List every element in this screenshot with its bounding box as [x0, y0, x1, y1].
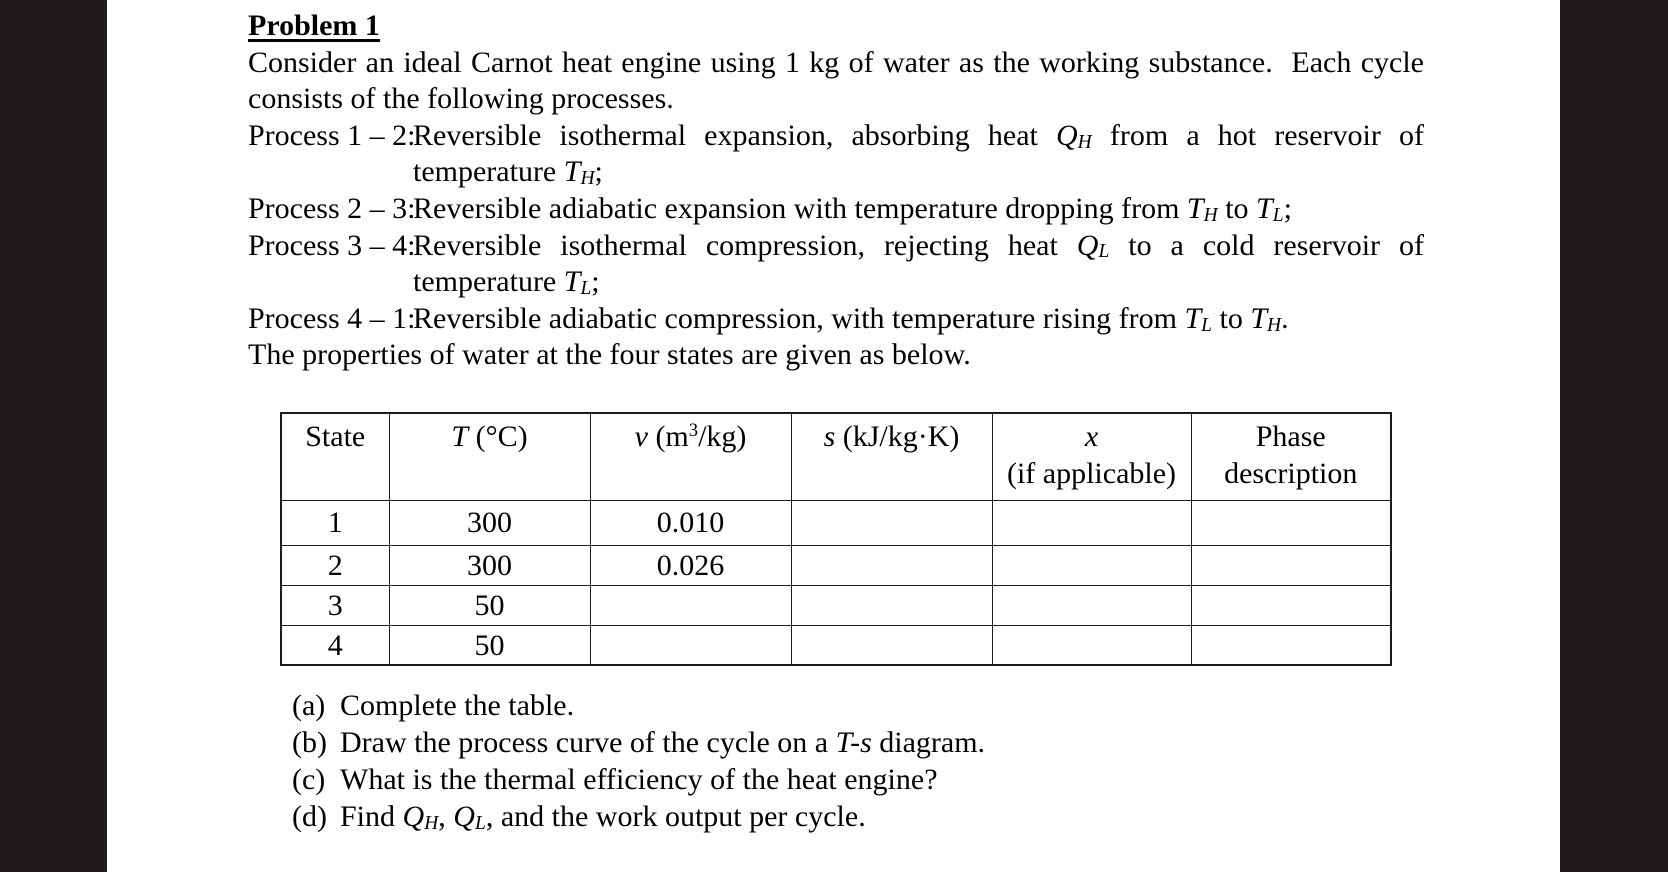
intro-line: consists of the following processes. [248, 82, 674, 116]
table-cell [1190, 584, 1392, 626]
header-entropy: s (kJ/kg·K) [790, 412, 993, 501]
table-row-state-3: 3 50 [280, 584, 1392, 626]
table-cell: 1 [280, 499, 390, 546]
question-item-a: (a) Complete the table. [248, 687, 1424, 724]
problem-title: Problem 1 [248, 9, 380, 42]
process-line: temperature TL; [413, 265, 600, 300]
header-phase: Phase description [1190, 412, 1392, 501]
table-cell [1190, 624, 1392, 666]
process-line: temperature TH; [413, 155, 603, 190]
table-cell [1190, 544, 1392, 586]
table-cell [790, 584, 993, 626]
table-cell: 50 [388, 624, 591, 666]
document-page: Problem 1 Consider an ideal Carnot heat … [107, 0, 1560, 872]
question-text: Draw the process curve of the cycle on a… [340, 726, 986, 760]
table-cell [790, 544, 993, 586]
process-item: Process 3 – 4: Reversible isothermal com… [248, 228, 1424, 301]
question-text: Find QH, QL, and the work output per cyc… [340, 800, 866, 835]
header-specific-volume: v (m3/kg) [589, 412, 792, 501]
process-line: Reversible isothermal expansion, absorbi… [413, 118, 1424, 153]
properties-table: State T (°C) v (m3/kg) s (kJ/kg·K) [280, 411, 1392, 667]
table-cell [589, 624, 792, 666]
table-cell: 0.010 [589, 499, 792, 546]
table-cell [991, 624, 1192, 666]
table-cell: 50 [388, 584, 591, 626]
header-quality: x (if applicable) [991, 412, 1192, 501]
question-list: (a) Complete the table. (b) Draw the pro… [248, 687, 1424, 835]
process-item: Process 1 – 2: Reversible isothermal exp… [248, 118, 1424, 191]
process-item: Process 4 – 1: Reversible adiabatic comp… [248, 301, 1424, 338]
question-item-d: (d) Find QH, QL, and the work output per… [248, 798, 1424, 835]
table-cell [1190, 499, 1392, 546]
process-line: Reversible isothermal compression, rejec… [413, 228, 1424, 263]
table-cell: 2 [280, 544, 390, 586]
question-item-c: (c) What is the thermal efficiency of th… [248, 761, 1424, 798]
header-temperature: T (°C) [388, 412, 591, 501]
table-cell: 0.026 [589, 544, 792, 586]
question-text: Complete the table. [340, 689, 575, 723]
intro-paragraph: Consider an ideal Carnot heat engine usi… [248, 45, 1424, 118]
question-text: What is the thermal efficiency of the he… [340, 763, 938, 797]
table-cell [790, 499, 993, 546]
properties-note: The properties of water at the four stat… [248, 338, 971, 372]
table-cell [991, 544, 1192, 586]
question-label: (a) [292, 689, 326, 723]
letterbox-left [0, 0, 107, 872]
table-row-state-1: 1 300 0.010 [280, 499, 1392, 546]
problem-statement: Problem 1 Consider an ideal Carnot heat … [248, 8, 1424, 835]
process-label: Process 3 – 4: [248, 228, 416, 262]
question-label: (c) [292, 763, 326, 797]
process-label: Process 4 – 1: [248, 301, 416, 335]
header-state: State [280, 412, 390, 501]
table-row-state-4: 4 50 [280, 624, 1392, 666]
process-label: Process 1 – 2: [248, 118, 416, 152]
table-cell [991, 499, 1192, 546]
process-line: Reversible adiabatic compression, with t… [413, 301, 1289, 336]
process-item: Process 2 – 3: Reversible adiabatic expa… [248, 191, 1424, 228]
process-line: Reversible adiabatic expansion with temp… [413, 191, 1292, 226]
question-label: (d) [292, 800, 327, 834]
question-label: (b) [292, 726, 327, 760]
table-cell: 3 [280, 584, 390, 626]
table-row-state-2: 2 300 0.026 [280, 544, 1392, 586]
letterbox-right [1560, 0, 1668, 872]
table-cell [589, 584, 792, 626]
table-cell: 4 [280, 624, 390, 666]
process-label: Process 2 – 3: [248, 191, 416, 225]
table-cell: 300 [388, 544, 591, 586]
table-cell: 300 [388, 499, 591, 546]
table-header-row: State T (°C) v (m3/kg) s (kJ/kg·K) [280, 412, 1392, 501]
table-cell [991, 584, 1192, 626]
question-item-b: (b) Draw the process curve of the cycle … [248, 724, 1424, 761]
table-cell [790, 624, 993, 666]
intro-line: Consider an ideal Carnot heat engine usi… [248, 45, 1424, 79]
